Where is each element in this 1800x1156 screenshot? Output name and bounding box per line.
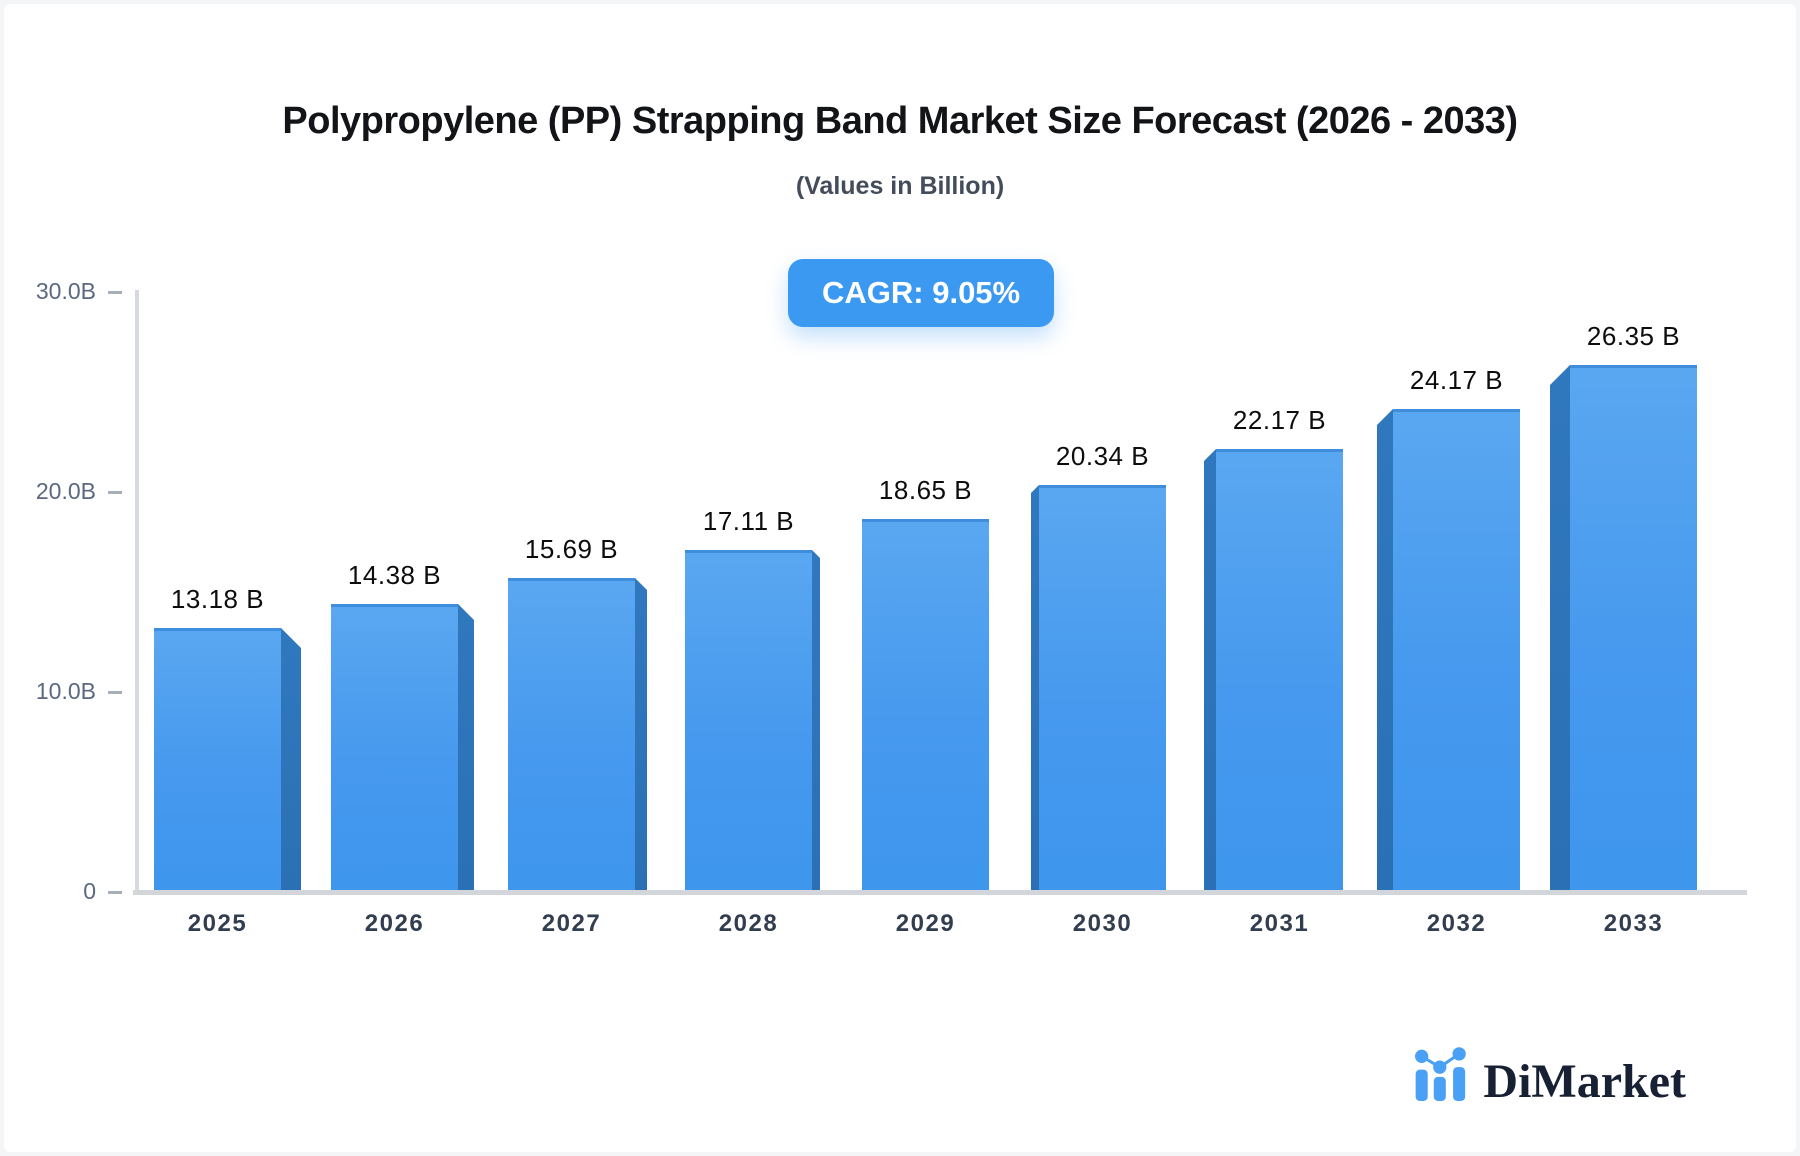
bar-2028-side [812, 550, 820, 890]
x-axis-label-2025: 2025 [187, 910, 248, 937]
x-axis-label-2026: 2026 [364, 910, 425, 937]
bar-2030-side [1031, 485, 1039, 890]
bar-2025 [154, 628, 281, 890]
brand-logo: DiMarket [1413, 1043, 1686, 1106]
chart-card: Polypropylene (PP) Strapping Band Market… [4, 4, 1796, 1152]
bar-2032 [1393, 409, 1520, 890]
bar-2028 [685, 550, 812, 890]
x-axis-label-2032: 2032 [1426, 910, 1487, 937]
bar-2033 [1570, 365, 1697, 890]
x-axis-label-2029: 2029 [895, 910, 956, 937]
x-axis-label-2033: 2033 [1603, 910, 1664, 937]
brand-name: DiMarket [1483, 1055, 1686, 1108]
y-axis-tick-label: 10.0B [35, 678, 96, 704]
bar-2027 [508, 578, 635, 890]
bar-value-label: 24.17 B [1409, 365, 1504, 395]
y-axis-tick-label: 30.0B [35, 278, 96, 304]
bar-2025-side [281, 628, 301, 890]
x-axis-label-2031: 2031 [1249, 910, 1310, 937]
y-axis-tick-label: 0 [83, 878, 96, 904]
bar-value-label: 14.38 B [347, 560, 442, 590]
bar-2030 [1039, 485, 1166, 890]
chart-subtitle: (Values in Billion) [795, 172, 1005, 200]
bar-value-label: 26.35 B [1586, 321, 1681, 351]
bar-value-label: 20.34 B [1055, 441, 1150, 471]
y-axis-tick [108, 891, 122, 894]
bar-value-label: 15.69 B [524, 534, 619, 564]
y-axis-tick-label: 20.0B [35, 478, 96, 504]
y-axis-tick [108, 491, 122, 494]
x-axis-label-2027: 2027 [541, 910, 602, 937]
cagr-badge: CAGR: 9.05% [788, 259, 1055, 327]
x-axis-label-2030: 2030 [1072, 910, 1133, 937]
x-axis-line [133, 890, 1747, 895]
y-axis-line [135, 290, 139, 894]
bar-2027-side [635, 578, 647, 890]
bar-2031 [1216, 449, 1343, 890]
bar-2026-side [458, 604, 474, 890]
bar-line-chart-icon [1413, 1043, 1469, 1106]
y-axis-tick [108, 691, 122, 694]
bar-2033-side [1550, 365, 1570, 890]
bar-value-label: 13.18 B [170, 584, 265, 614]
bar-value-label: 17.11 B [702, 506, 795, 536]
bar-2031-side [1204, 449, 1216, 890]
bar-value-label: 18.65 B [878, 475, 973, 505]
y-axis-tick [108, 291, 122, 294]
bar-2029 [862, 519, 989, 890]
bar-2026 [331, 604, 458, 890]
bar-value-label: 22.17 B [1232, 405, 1327, 435]
x-axis-label-2028: 2028 [718, 910, 779, 937]
chart-title: Polypropylene (PP) Strapping Band Market… [282, 100, 1518, 142]
bar-2032-side [1377, 409, 1393, 890]
